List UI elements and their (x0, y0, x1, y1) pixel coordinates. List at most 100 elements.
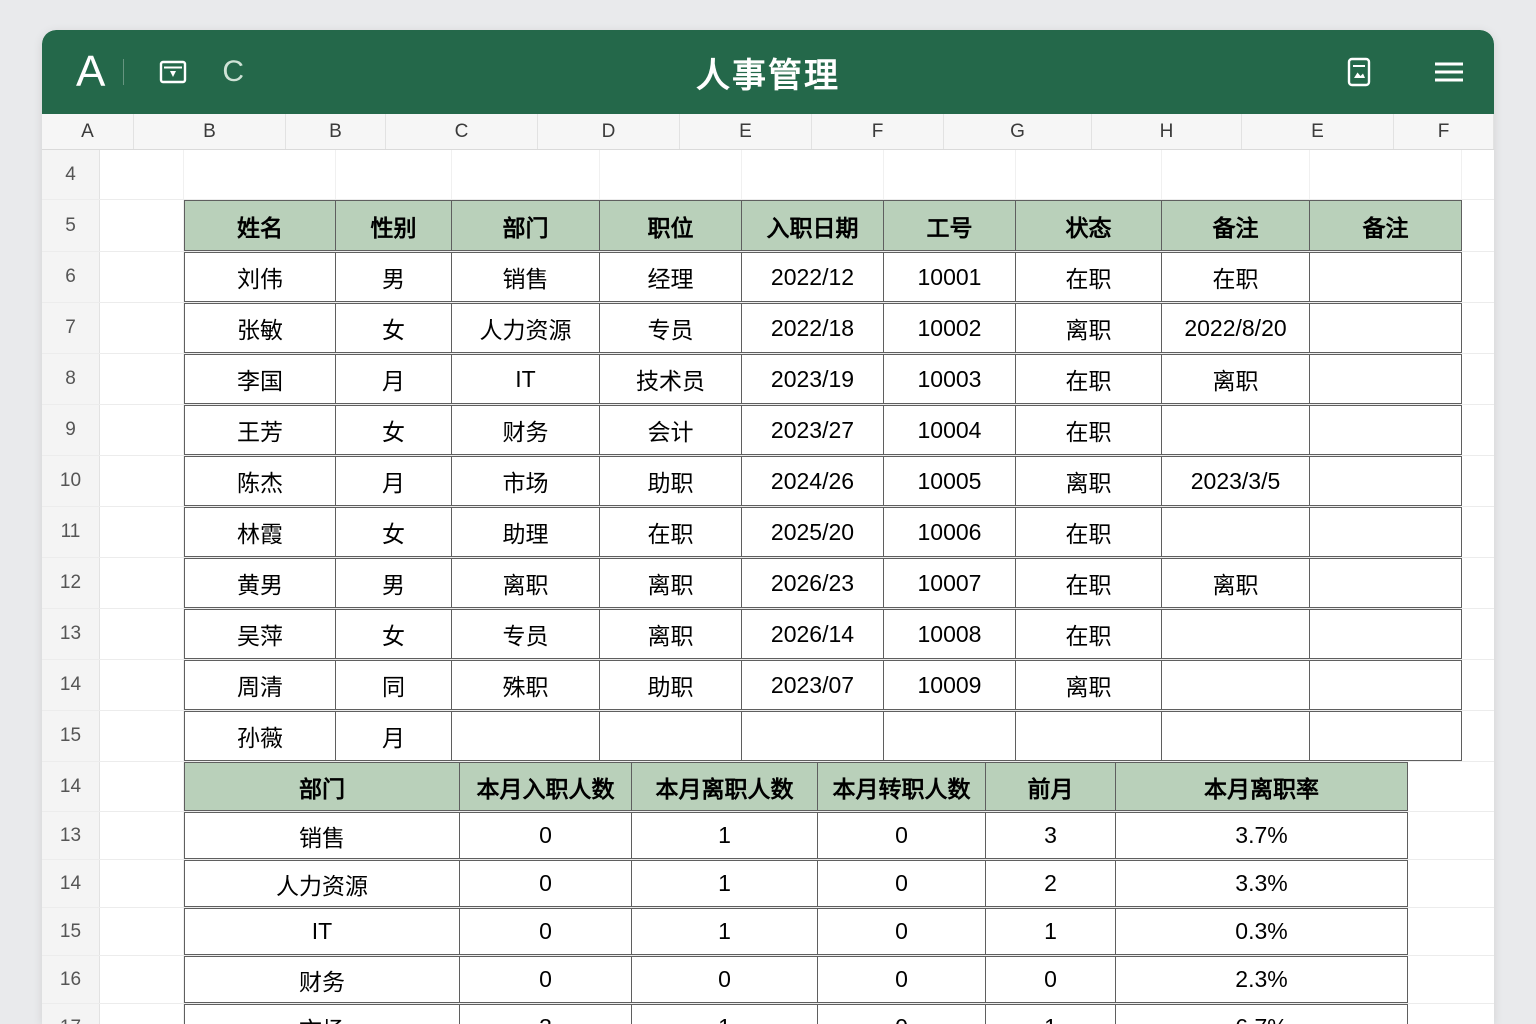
grid-cell-empty[interactable] (1408, 956, 1494, 1003)
column-header-e-9[interactable]: E (1242, 114, 1394, 149)
summary-cell-r4-c2[interactable]: 1 (632, 1004, 818, 1024)
summary-cell-r0-c4[interactable]: 3 (986, 812, 1116, 859)
employee-table-header-3[interactable]: 职位 (600, 200, 742, 251)
row-number[interactable]: 14 (42, 660, 100, 710)
row-number[interactable]: 17 (42, 1004, 100, 1024)
row-number[interactable]: 14 (42, 762, 100, 811)
column-header-f-10[interactable]: F (1394, 114, 1494, 149)
employee-cell-r7-c8[interactable] (1310, 609, 1462, 659)
employee-cell-r1-c2[interactable]: 人力资源 (452, 303, 600, 353)
employee-cell-r1-c4[interactable]: 2022/18 (742, 303, 884, 353)
grid-cell-empty[interactable] (100, 711, 184, 761)
employee-cell-r8-c0[interactable]: 周清 (184, 660, 336, 710)
row-number[interactable]: 8 (42, 354, 100, 404)
employee-cell-r8-c1[interactable]: 同 (336, 660, 452, 710)
grid-cell-empty[interactable] (100, 200, 184, 251)
row-number[interactable]: 13 (42, 812, 100, 859)
grid-cell-empty[interactable] (100, 609, 184, 659)
grid-cell-empty[interactable] (100, 860, 184, 907)
table-row[interactable]: 10 陈杰月市场 助职 2024/26 10005 离职 2023/3/5 (42, 456, 1494, 507)
employee-cell-r8-c7[interactable] (1162, 660, 1310, 710)
grid-cell-empty[interactable] (100, 558, 184, 608)
summary-cell-r3-c1[interactable]: 0 (460, 956, 632, 1003)
spreadsheet-grid[interactable]: 4 5 姓名 性别 部门 职位 入职日期 工号 状态 备注 备注 6 刘伟男销售 经理 2022/12 100… (42, 150, 1494, 1024)
grid-cell-empty[interactable] (1462, 558, 1494, 608)
employee-cell-r7-c7[interactable] (1162, 609, 1310, 659)
grid-cell-empty[interactable] (100, 354, 184, 404)
hamburger-menu-icon[interactable] (1432, 59, 1466, 85)
summary-cell-r2-c1[interactable]: 0 (460, 908, 632, 955)
column-header-b-1[interactable]: B (134, 114, 286, 149)
employee-cell-r0-c7[interactable]: 在职 (1162, 252, 1310, 302)
grid-cell-empty[interactable] (100, 762, 184, 811)
employee-cell-r6-c6[interactable]: 在职 (1016, 558, 1162, 608)
summary-cell-r4-c4[interactable]: 1 (986, 1004, 1116, 1024)
employee-cell-r9-c5[interactable] (884, 711, 1016, 761)
grid-row-blank[interactable]: 4 (42, 150, 1494, 200)
summary-cell-r2-c3[interactable]: 0 (818, 908, 986, 955)
row-number[interactable]: 11 (42, 507, 100, 557)
employee-cell-r4-c3[interactable]: 助职 (600, 456, 742, 506)
employee-table-header-5[interactable]: 工号 (884, 200, 1016, 251)
summary-table-header-4[interactable]: 前月 (986, 762, 1116, 811)
row-number[interactable]: 4 (42, 150, 100, 199)
employee-cell-r8-c4[interactable]: 2023/07 (742, 660, 884, 710)
employee-table-header-6[interactable]: 状态 (1016, 200, 1162, 251)
employee-cell-r7-c5[interactable]: 10008 (884, 609, 1016, 659)
employee-cell-r4-c0[interactable]: 陈杰 (184, 456, 336, 506)
grid-cell-empty[interactable] (100, 252, 184, 302)
employee-cell-r5-c6[interactable]: 在职 (1016, 507, 1162, 557)
employee-cell-r9-c7[interactable] (1162, 711, 1310, 761)
grid-cell-empty[interactable] (100, 956, 184, 1003)
column-header-f-6[interactable]: F (812, 114, 944, 149)
grid-cell-empty[interactable] (100, 908, 184, 955)
grid-cell-empty[interactable] (100, 812, 184, 859)
grid-cell-empty[interactable] (1462, 507, 1494, 557)
grid-cell-empty[interactable] (100, 405, 184, 455)
employee-cell-r3-c8[interactable] (1310, 405, 1462, 455)
grid-cell-empty[interactable] (100, 303, 184, 353)
employee-cell-r1-c8[interactable] (1310, 303, 1462, 353)
table-row[interactable]: 11 林霞女助理 在职 2025/20 10006 在职 (42, 507, 1494, 558)
employee-cell-r2-c6[interactable]: 在职 (1016, 354, 1162, 404)
employee-cell-r7-c1[interactable]: 女 (336, 609, 452, 659)
summary-cell-r1-c0[interactable]: 人力资源 (184, 860, 460, 907)
grid-cell-empty[interactable] (1408, 762, 1494, 811)
grid-cell-empty[interactable] (1462, 354, 1494, 404)
employee-cell-r5-c5[interactable]: 10006 (884, 507, 1016, 557)
employee-cell-r1-c0[interactable]: 张敏 (184, 303, 336, 353)
employee-cell-r7-c4[interactable]: 2026/14 (742, 609, 884, 659)
summary-cell-r2-c2[interactable]: 1 (632, 908, 818, 955)
employee-table-header-8[interactable]: 备注 (1310, 200, 1462, 251)
table-row[interactable]: 12 黄男男离职 离职 2026/23 10007 在职 离职 (42, 558, 1494, 609)
employee-cell-r3-c6[interactable]: 在职 (1016, 405, 1162, 455)
employee-cell-r3-c1[interactable]: 女 (336, 405, 452, 455)
employee-cell-r0-c8[interactable] (1310, 252, 1462, 302)
employee-cell-r0-c6[interactable]: 在职 (1016, 252, 1162, 302)
grid-cell-empty[interactable] (100, 456, 184, 506)
employee-cell-r5-c3[interactable]: 在职 (600, 507, 742, 557)
employee-cell-r4-c1[interactable]: 月 (336, 456, 452, 506)
column-header-b-2[interactable]: B (286, 114, 386, 149)
employee-cell-r2-c5[interactable]: 10003 (884, 354, 1016, 404)
employee-table-header-1[interactable]: 性别 (336, 200, 452, 251)
grid-cell-empty[interactable] (452, 150, 600, 199)
row-number[interactable]: 15 (42, 711, 100, 761)
employee-cell-r0-c4[interactable]: 2022/12 (742, 252, 884, 302)
employee-cell-r1-c7[interactable]: 2022/8/20 (1162, 303, 1310, 353)
employee-cell-r5-c2[interactable]: 助理 (452, 507, 600, 557)
employee-cell-r2-c0[interactable]: 李国 (184, 354, 336, 404)
table-row[interactable]: 6 刘伟男销售 经理 2022/12 10001 在职 在职 (42, 252, 1494, 303)
grid-cell-empty[interactable] (1462, 711, 1494, 761)
grid-row-summary-header[interactable]: 14 部门 本月入职人数 本月离职人数 本月转职人数 前月 本月离职率 (42, 762, 1494, 812)
table-row[interactable]: 13 销售 0 1 0 3 3.7% (42, 812, 1494, 860)
employee-cell-r6-c5[interactable]: 10007 (884, 558, 1016, 608)
grid-cell-empty[interactable] (1462, 303, 1494, 353)
summary-table-header-3[interactable]: 本月转职人数 (818, 762, 986, 811)
employee-cell-r2-c4[interactable]: 2023/19 (742, 354, 884, 404)
employee-cell-r0-c5[interactable]: 10001 (884, 252, 1016, 302)
summary-cell-r4-c5[interactable]: 6.7% (1116, 1004, 1408, 1024)
table-row[interactable]: 8 李国月 IT 技术员 2023/19 10003 在职 离职 (42, 354, 1494, 405)
employee-cell-r5-c1[interactable]: 女 (336, 507, 452, 557)
employee-cell-r1-c3[interactable]: 专员 (600, 303, 742, 353)
